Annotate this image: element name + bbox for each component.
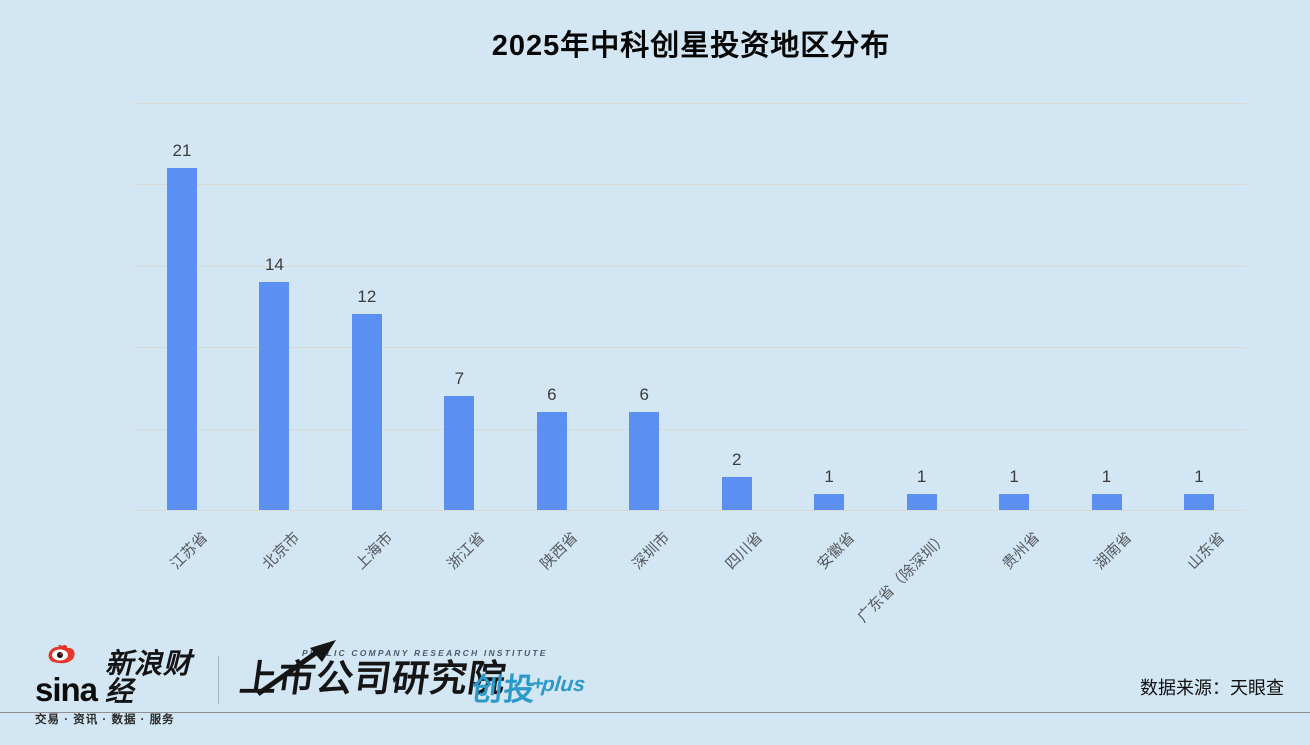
data-source: 数据来源：天眼查 <box>1140 678 1284 698</box>
value-label-陕西省: 6 <box>547 385 557 405</box>
x-tick-label-广东省（除深圳）: 广东省（除深圳） <box>853 529 951 627</box>
gridline-y10 <box>136 347 1246 348</box>
value-label-山东省: 1 <box>1194 466 1204 486</box>
gridline-y15 <box>136 265 1246 267</box>
gridline-y0 <box>136 510 1246 511</box>
value-label-浙江省: 7 <box>454 368 465 388</box>
bar-北京市 <box>259 281 290 510</box>
plus-text: plus <box>540 673 587 696</box>
value-label-湖南省: 1 <box>1101 466 1112 486</box>
institute-logo: PUBLIC COMPANY RESEARCH INSTITUTE 上市公司研究… <box>237 640 548 701</box>
x-tick-label-贵州省: 贵州省 <box>999 529 1044 573</box>
x-tick-label-山东省: 山东省 <box>1184 529 1229 573</box>
gridline-y20 <box>136 184 1246 185</box>
sina-wordmark: sina <box>35 671 98 708</box>
bar-四川省 <box>721 477 752 510</box>
gridline-y5 <box>136 428 1246 430</box>
sina-finance-name: 新浪财经 <box>105 648 193 707</box>
x-tick-label-陕西省: 陕西省 <box>537 529 581 573</box>
x-tick-label-四川省: 四川省 <box>721 529 766 573</box>
footer-divider <box>218 656 219 704</box>
bar-深圳市 <box>629 412 660 510</box>
bar-山东省 <box>1183 493 1214 510</box>
bottom-divider <box>0 712 1310 713</box>
bar-上海市 <box>351 314 382 510</box>
bar-湖南省 <box>1091 493 1122 510</box>
footer: sina 新浪财经 交易 · 资讯 · 数据 · 服务 PUBLIC COMPA… <box>0 640 1310 726</box>
sina-tagline: 交易 · 资讯 · 数据 · 服务 <box>35 714 175 726</box>
value-label-广东省（除深圳）: 1 <box>916 466 927 486</box>
value-label-上海市: 12 <box>357 287 377 307</box>
sina-logo: sina 新浪财经 交易 · 资讯 · 数据 · 服务 <box>35 644 215 727</box>
bar-安徽省 <box>814 493 845 510</box>
sina-eye-icon <box>48 644 75 664</box>
bar-贵州省 <box>999 493 1030 510</box>
value-label-江苏省: 21 <box>172 140 192 160</box>
x-tick-label-北京市: 北京市 <box>259 529 304 573</box>
value-label-贵州省: 1 <box>1009 466 1019 486</box>
x-tick-label-江苏省: 江苏省 <box>167 529 212 573</box>
chart-title: 2025年中科创星投资地区分布 <box>491 30 891 62</box>
x-tick-label-上海市: 上海市 <box>352 529 397 573</box>
institute-name-en: PUBLIC COMPANY RESEARCH INSTITUTE <box>302 648 548 658</box>
value-label-四川省: 2 <box>731 450 742 470</box>
bar-陕西省 <box>536 412 567 510</box>
x-tick-label-安徽省: 安徽省 <box>814 529 859 573</box>
bar-广东省（除深圳） <box>906 493 937 510</box>
arrow-up-icon <box>256 640 336 697</box>
x-tick-label-湖南省: 湖南省 <box>1091 529 1136 573</box>
chuangtou-plus-logo: 创投+plus <box>470 664 588 709</box>
value-label-北京市: 14 <box>264 254 284 274</box>
value-label-深圳市: 6 <box>639 385 649 405</box>
bar-浙江省 <box>444 395 475 510</box>
x-tick-label-深圳市: 深圳市 <box>629 529 674 573</box>
bar-江苏省 <box>167 167 197 510</box>
chuangtou-text: 创投 <box>469 672 538 707</box>
x-tick-label-浙江省: 浙江省 <box>444 529 489 573</box>
value-label-安徽省: 1 <box>824 466 834 486</box>
gridline-y25 <box>136 102 1246 104</box>
